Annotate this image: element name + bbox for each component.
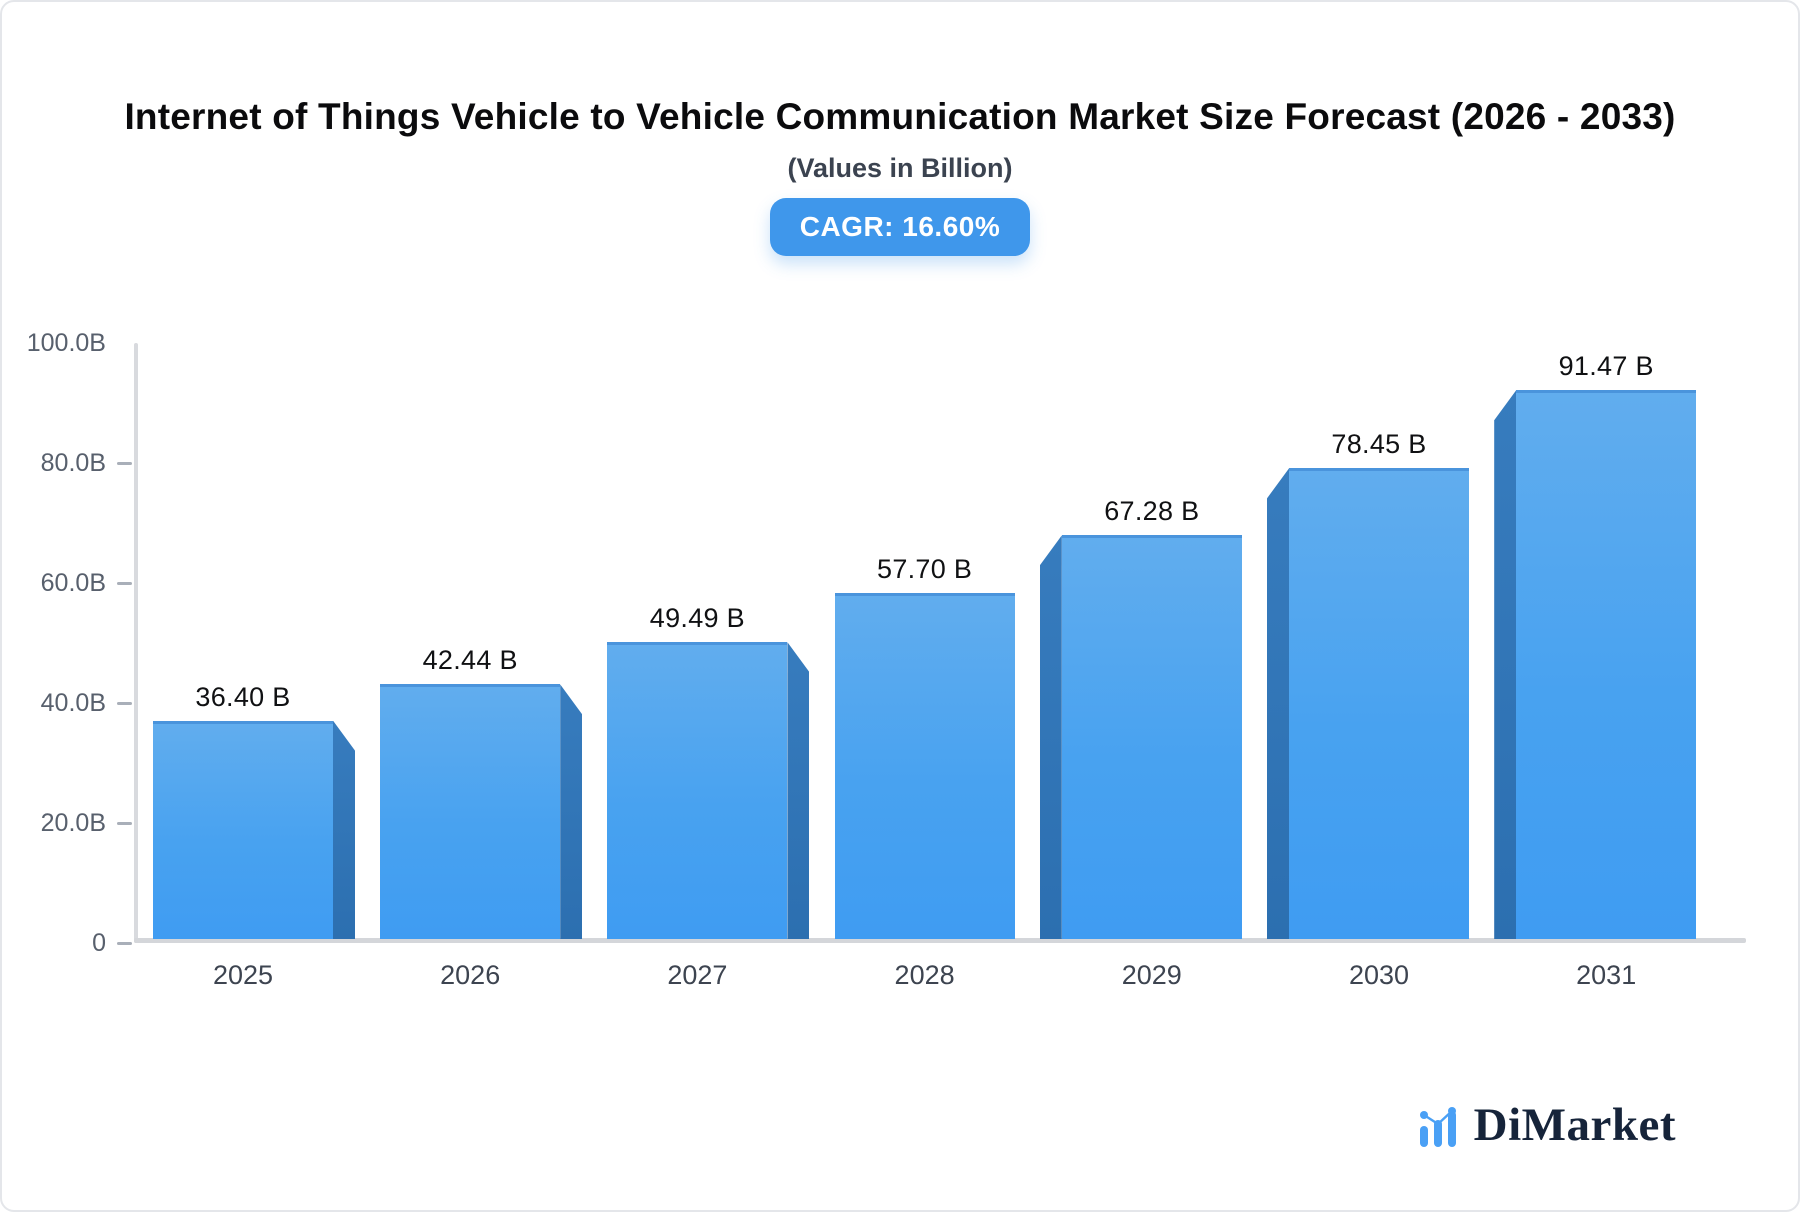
y-axis-tick: 20.0B [16,808,132,838]
y-axis-tick-mark [117,701,132,705]
y-axis: 100.0B 80.0B 60.0B 40.0B 20.0B 0 [16,329,132,957]
bar-group-2028: 57.70 B 2028 [834,343,1015,990]
x-axis-label: 2028 [894,960,955,990]
y-axis-tick-mark [117,821,132,825]
y-axis-tick-mark [117,461,132,465]
bar-3d-side [333,720,355,939]
plot-area: 36.40 B 2025 42.44 B 2026 49.49 B 2027 57.70 B… [134,343,1746,990]
bar-value-label: 67.28 B [1104,496,1200,527]
x-axis-line [134,938,1746,943]
bar-value-label: 49.49 B [649,603,745,634]
y-axis-tick: 40.0B [16,688,132,718]
bar-value-label: 78.45 B [1331,429,1427,460]
y-axis-tick-mark [117,941,132,945]
brand-logo: DiMarket [1418,1099,1676,1152]
y-axis-tick-label: 80.0B [40,448,106,477]
cagr-badge: CAGR: 16.60% [769,198,1031,257]
bar [153,720,333,939]
bar-value-label: 36.40 B [195,681,291,712]
bar-group-2027: 49.49 B 2027 [607,343,810,990]
bar [1289,468,1469,939]
bar-group-2026: 42.44 B 2026 [380,343,583,990]
y-axis-tick-label: 40.0B [40,688,106,717]
y-axis-tick: 0 [16,928,132,958]
bar-3d-side [560,684,583,939]
y-axis-tick-label: 60.0B [40,568,106,597]
y-axis-tick: 100.0B [16,328,132,358]
brand-name: DiMarket [1473,1099,1676,1152]
x-axis-label: 2031 [1576,960,1637,990]
bar [607,642,788,939]
bar-group-2031: 91.47 B 2031 [1494,343,1697,990]
bar-3d-side [1267,468,1289,939]
bar-3d-side [1494,390,1517,939]
bar [1516,390,1697,939]
chart-subtitle: (Values in Billion) [787,153,1013,184]
x-axis-label: 2027 [667,960,728,990]
x-axis-label: 2026 [440,960,501,990]
bar-3d-side [1039,535,1062,939]
bar-group-2030: 78.45 B 2030 [1267,343,1469,990]
y-axis-tick: 60.0B [16,568,132,598]
bar [834,592,1015,939]
y-axis-tick-label: 100.0B [26,328,106,357]
bar-value-label: 42.44 B [422,645,518,676]
chart-header: Internet of Things Vehicle to Vehicle Co… [2,88,1798,257]
x-axis-label: 2030 [1348,960,1410,990]
bar-value-label: 57.70 B [877,553,973,584]
x-axis-label: 2029 [1121,960,1182,990]
chart-title: Internet of Things Vehicle to Vehicle Co… [124,96,1676,137]
bar-chart-logo-icon [1419,1107,1456,1147]
x-axis-label: 2025 [212,960,274,990]
y-axis-tick: 80.0B [16,448,132,478]
bar-3d-side [787,642,810,939]
bar-group-2025: 36.40 B 2025 [153,343,355,990]
bar-value-label: 91.47 B [1558,351,1654,382]
bar [380,684,561,939]
bar-group-2029: 67.28 B 2029 [1039,343,1242,990]
y-axis-tick-label: 20.0B [40,808,106,837]
y-axis-tick-label: 0 [92,928,106,957]
y-axis-tick-mark [117,581,132,585]
bar [1061,535,1242,939]
y-axis-line [134,343,138,943]
